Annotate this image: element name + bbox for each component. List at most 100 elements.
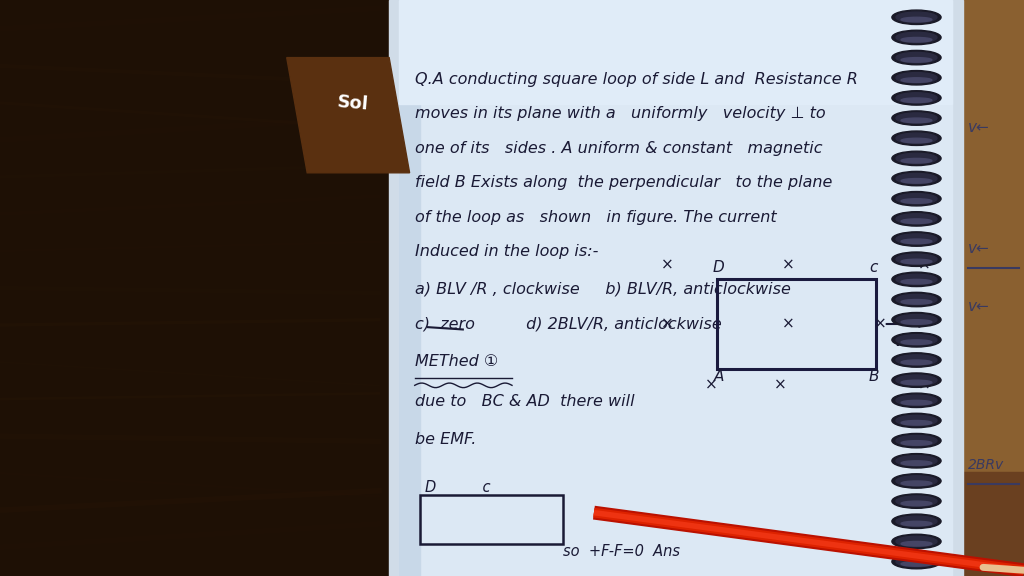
Ellipse shape [901, 420, 932, 425]
Ellipse shape [892, 211, 941, 226]
Ellipse shape [892, 554, 941, 569]
Ellipse shape [896, 536, 937, 547]
Ellipse shape [892, 433, 941, 448]
Ellipse shape [896, 214, 937, 224]
Text: 2BRv: 2BRv [968, 458, 1004, 472]
Ellipse shape [892, 70, 941, 85]
Text: ×: × [919, 377, 931, 392]
Ellipse shape [901, 562, 932, 566]
Ellipse shape [896, 456, 937, 466]
Text: ×: × [919, 257, 931, 272]
Ellipse shape [892, 414, 941, 427]
Text: one of its   sides . A uniform & constant   magnetic: one of its sides . A uniform & constant … [415, 141, 822, 156]
Text: be EMF.: be EMF. [415, 431, 476, 446]
Ellipse shape [901, 199, 932, 203]
Ellipse shape [892, 252, 941, 266]
Text: ×: × [706, 377, 718, 392]
Ellipse shape [896, 496, 937, 506]
Text: of the loop as   shown   in figure. The current: of the loop as shown in figure. The curr… [415, 210, 776, 225]
Ellipse shape [892, 272, 941, 287]
Ellipse shape [901, 58, 932, 62]
Bar [389, 0, 963, 576]
Ellipse shape [896, 234, 937, 244]
Bar [399, 0, 420, 576]
Ellipse shape [901, 98, 932, 103]
Polygon shape [287, 58, 410, 173]
Ellipse shape [896, 375, 937, 385]
Text: c)  zero          d) 2BLV/R, anticlockwise: c) zero d) 2BLV/R, anticlockwise [415, 316, 722, 331]
Ellipse shape [892, 232, 941, 247]
Text: D: D [713, 260, 725, 275]
Text: v←: v← [968, 241, 989, 256]
Ellipse shape [896, 133, 937, 143]
Text: D          c: D c [425, 480, 490, 495]
Text: v←: v← [968, 120, 989, 135]
Text: ×: × [782, 257, 795, 272]
Text: METhed ①: METhed ① [415, 354, 498, 369]
Text: ×: × [662, 257, 674, 272]
Text: c: c [869, 260, 878, 275]
Ellipse shape [892, 111, 941, 126]
Text: ×: × [774, 377, 786, 392]
Text: B: B [868, 369, 879, 384]
Ellipse shape [896, 335, 937, 345]
Ellipse shape [896, 93, 937, 103]
Ellipse shape [896, 113, 937, 123]
Ellipse shape [896, 314, 937, 325]
Ellipse shape [892, 90, 941, 105]
Ellipse shape [892, 353, 941, 367]
Text: v←: v← [968, 299, 989, 314]
Ellipse shape [901, 259, 932, 264]
Bar [717, 279, 876, 369]
Ellipse shape [892, 191, 941, 206]
Ellipse shape [896, 516, 937, 526]
Text: Sol: Sol [337, 93, 370, 114]
Ellipse shape [901, 300, 932, 304]
Ellipse shape [901, 219, 932, 223]
Text: ×: × [782, 316, 795, 332]
Ellipse shape [892, 30, 941, 45]
Text: a) BLV /R , clockwise     b) BLV/R, anticlockwise: a) BLV /R , clockwise b) BLV/R, anticloc… [415, 282, 791, 297]
Ellipse shape [901, 541, 932, 546]
Ellipse shape [901, 380, 932, 385]
Ellipse shape [892, 10, 941, 25]
Ellipse shape [896, 12, 937, 22]
Ellipse shape [901, 138, 932, 143]
Ellipse shape [892, 494, 941, 509]
Ellipse shape [901, 360, 932, 365]
Ellipse shape [896, 355, 937, 365]
Ellipse shape [896, 173, 937, 184]
Text: ×: × [874, 316, 887, 332]
Ellipse shape [892, 454, 941, 468]
Ellipse shape [901, 239, 932, 244]
Bar [399, 0, 952, 576]
Ellipse shape [896, 294, 937, 305]
Ellipse shape [896, 435, 937, 446]
Ellipse shape [892, 373, 941, 387]
Ellipse shape [901, 400, 932, 405]
Text: Induced in the loop is:-: Induced in the loop is:- [415, 244, 598, 259]
Ellipse shape [892, 312, 941, 327]
Bar [420, 495, 563, 544]
Ellipse shape [901, 461, 932, 465]
Ellipse shape [896, 194, 937, 204]
Ellipse shape [896, 556, 937, 567]
Ellipse shape [901, 320, 932, 324]
Ellipse shape [892, 50, 941, 65]
Text: A: A [714, 369, 724, 384]
Ellipse shape [901, 279, 932, 284]
Text: ×: × [662, 316, 674, 332]
Text: due to   BC & AD  there will: due to BC & AD there will [415, 394, 634, 409]
Text: moves in its plane with a   uniformly   velocity ⊥ to: moves in its plane with a uniformly velo… [415, 106, 825, 121]
Ellipse shape [892, 171, 941, 185]
Text: Q.A conducting square loop of side L and  Resistance R: Q.A conducting square loop of side L and… [415, 71, 857, 86]
Bar [952, 0, 1024, 472]
Ellipse shape [892, 393, 941, 408]
Ellipse shape [892, 151, 941, 166]
Bar [0, 0, 389, 576]
Ellipse shape [892, 514, 941, 529]
Ellipse shape [892, 333, 941, 347]
Ellipse shape [901, 78, 932, 82]
Ellipse shape [901, 441, 932, 445]
Text: v: v [894, 332, 904, 350]
